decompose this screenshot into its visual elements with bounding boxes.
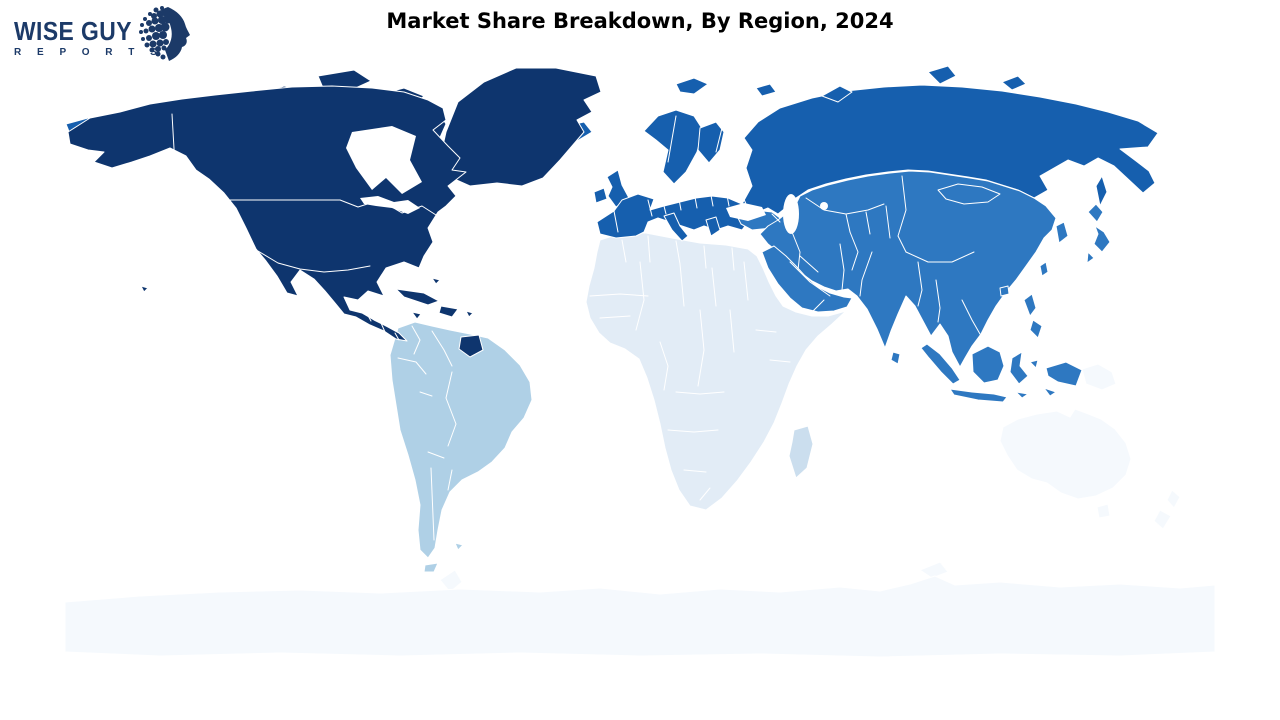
logo-head-icon — [139, 6, 190, 61]
page-title: Market Share Breakdown, By Region, 2024 — [386, 9, 894, 33]
map-region-africa — [585, 232, 847, 511]
map-region-oceania-antarctica — [64, 363, 1216, 658]
logo-wordmark: WISE GUY — [14, 16, 132, 46]
logo: WISE GUY R E P O R T S — [14, 4, 199, 66]
map-region-south-america — [389, 321, 533, 573]
water-cutouts — [346, 126, 828, 234]
country-borders — [171, 113, 1001, 541]
map-region-madagascar — [788, 425, 814, 479]
map-region-north-america — [67, 67, 602, 358]
logo-subtext: R E P O R T S — [14, 47, 164, 58]
